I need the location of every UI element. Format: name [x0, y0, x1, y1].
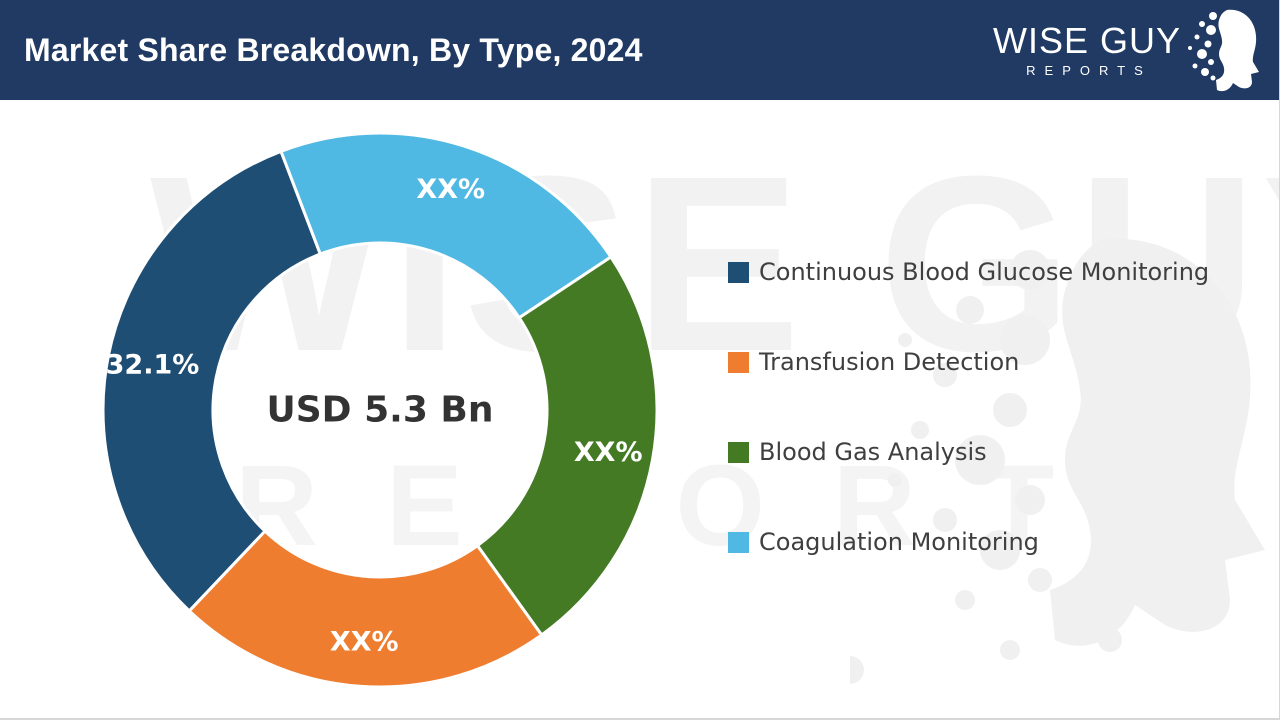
legend-label: Continuous Blood Glucose Monitoring	[759, 258, 1210, 286]
chart-area: WISE GUY REPORTS 32.1%XX%XX%XX% USD 5.	[0, 100, 1279, 718]
legend-swatch	[728, 261, 749, 283]
logo-text: WISE GUY REPORTS	[992, 19, 1181, 78]
slice-value-label: XX%	[330, 626, 399, 657]
donut-chart: 32.1% XX% XX% XX%	[101, 131, 659, 689]
watermark-face-graphic	[850, 238, 1265, 684]
legend-item-transfusion-detection: Transfusion Detection	[728, 348, 1209, 376]
logo-wordmark: WISE GUY	[992, 19, 1181, 61]
legend-item-coagulation-monitoring: Coagulation Monitoring	[728, 528, 1209, 556]
header: Market Share Breakdown, By Type, 2024 WI…	[0, 0, 1279, 100]
legend-swatch	[728, 351, 749, 373]
legend-swatch	[728, 441, 749, 463]
donut-slice-transfusion-detection	[187, 529, 544, 689]
legend-swatch	[728, 531, 749, 553]
legend-item-blood-gas-analysis: Blood Gas Analysis	[728, 438, 1209, 466]
legend: Continuous Blood Glucose Monitoring Tran…	[728, 258, 1210, 620]
slice-value-label: XX%	[574, 437, 643, 468]
donut-slice-coagulation-monitoring	[279, 131, 613, 320]
logo-subtitle: REPORTS	[1026, 62, 1152, 78]
slice-value-label: XX%	[416, 174, 485, 205]
donut-center-value: USD 5.3 Bn	[266, 389, 494, 431]
donut-slice-blood-gas-analysis	[475, 255, 659, 637]
logo-face-icon	[1188, 9, 1259, 92]
slice-value-label: 32.1%	[106, 350, 200, 381]
donut-slice-continuous-blood-glucose-monitoring	[101, 149, 322, 613]
page-title: Market Share Breakdown, By Type, 2024	[24, 31, 643, 68]
legend-label: Coagulation Monitoring	[759, 528, 1039, 556]
legend-label: Blood Gas Analysis	[759, 438, 987, 466]
legend-label: Transfusion Detection	[759, 348, 1020, 376]
wise-guy-logo: WISE GUY REPORTS	[993, 4, 1261, 96]
legend-item-continuous-blood-glucose-monitoring: Continuous Blood Glucose Monitoring	[728, 258, 1210, 286]
